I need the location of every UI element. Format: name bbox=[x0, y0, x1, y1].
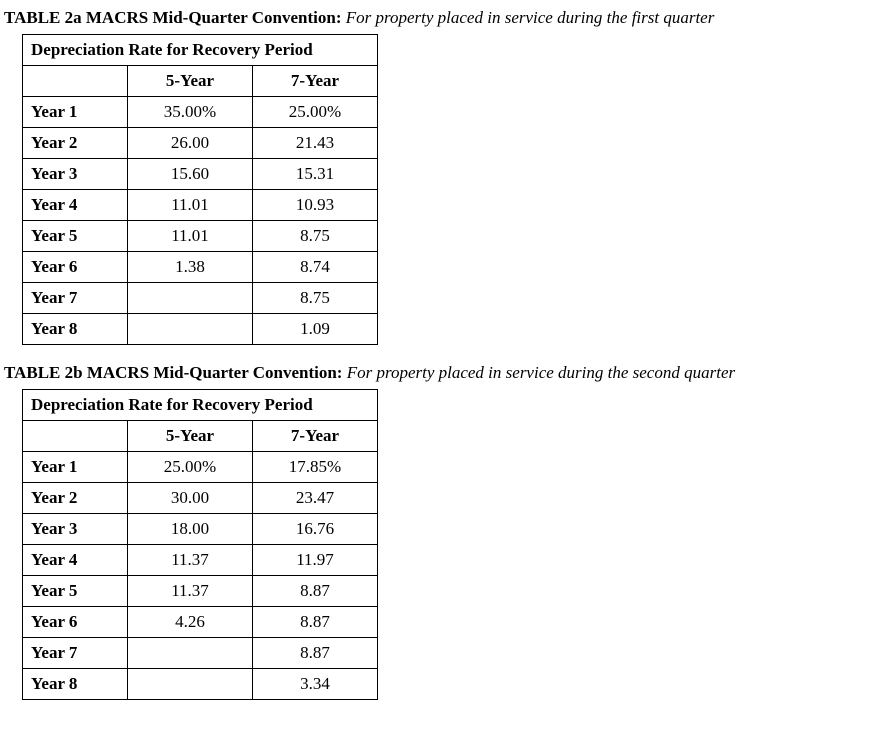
table-2b-main-header: Depreciation Rate for Recovery Period bbox=[23, 390, 378, 421]
column-header-5year: 5-Year bbox=[128, 421, 253, 452]
year-label: Year 4 bbox=[23, 190, 128, 221]
table-row: Depreciation Rate for Recovery Period bbox=[23, 35, 378, 66]
cell-value: 8.87 bbox=[253, 576, 378, 607]
cell-value: 25.00% bbox=[128, 452, 253, 483]
year-label: Year 1 bbox=[23, 97, 128, 128]
cell-value: 17.85% bbox=[253, 452, 378, 483]
table-row: 5-Year 7-Year bbox=[23, 66, 378, 97]
cell-value: 4.26 bbox=[128, 607, 253, 638]
year-label: Year 2 bbox=[23, 483, 128, 514]
cell-value: 18.00 bbox=[128, 514, 253, 545]
table-row: Year 1 35.00% 25.00% bbox=[23, 97, 378, 128]
column-header-year bbox=[23, 66, 128, 97]
table-row: Year 5 11.37 8.87 bbox=[23, 576, 378, 607]
table-2b: Depreciation Rate for Recovery Period 5-… bbox=[22, 389, 378, 700]
cell-value bbox=[128, 638, 253, 669]
column-header-7year: 7-Year bbox=[253, 421, 378, 452]
cell-value: 15.60 bbox=[128, 159, 253, 190]
table-row: Year 8 1.09 bbox=[23, 314, 378, 345]
table-row: Year 3 15.60 15.31 bbox=[23, 159, 378, 190]
cell-value: 15.31 bbox=[253, 159, 378, 190]
table-2b-title-bold: TABLE 2b MACRS Mid-Quarter Convention: bbox=[4, 363, 347, 382]
cell-value: 23.47 bbox=[253, 483, 378, 514]
table-row: Year 7 8.87 bbox=[23, 638, 378, 669]
table-row: Year 1 25.00% 17.85% bbox=[23, 452, 378, 483]
cell-value bbox=[128, 314, 253, 345]
table-2b-title: TABLE 2b MACRS Mid-Quarter Convention: F… bbox=[4, 363, 883, 383]
cell-value: 8.75 bbox=[253, 283, 378, 314]
year-label: Year 2 bbox=[23, 128, 128, 159]
cell-value: 1.38 bbox=[128, 252, 253, 283]
cell-value: 8.75 bbox=[253, 221, 378, 252]
table-row: Year 2 26.00 21.43 bbox=[23, 128, 378, 159]
cell-value: 11.01 bbox=[128, 221, 253, 252]
table-2a-title-bold: TABLE 2a MACRS Mid-Quarter Convention: bbox=[4, 8, 346, 27]
cell-value: 8.74 bbox=[253, 252, 378, 283]
year-label: Year 8 bbox=[23, 314, 128, 345]
table-row: Year 6 1.38 8.74 bbox=[23, 252, 378, 283]
year-label: Year 7 bbox=[23, 283, 128, 314]
table-row: Year 7 8.75 bbox=[23, 283, 378, 314]
year-label: Year 6 bbox=[23, 607, 128, 638]
cell-value: 21.43 bbox=[253, 128, 378, 159]
cell-value: 26.00 bbox=[128, 128, 253, 159]
cell-value: 30.00 bbox=[128, 483, 253, 514]
year-label: Year 4 bbox=[23, 545, 128, 576]
table-row: Depreciation Rate for Recovery Period bbox=[23, 390, 378, 421]
cell-value: 25.00% bbox=[253, 97, 378, 128]
cell-value bbox=[128, 669, 253, 700]
table-row: Year 3 18.00 16.76 bbox=[23, 514, 378, 545]
cell-value: 35.00% bbox=[128, 97, 253, 128]
cell-value: 3.34 bbox=[253, 669, 378, 700]
table-2b-title-italic: For property placed in service during th… bbox=[347, 363, 735, 382]
table-2a-main-header: Depreciation Rate for Recovery Period bbox=[23, 35, 378, 66]
table-row: Year 6 4.26 8.87 bbox=[23, 607, 378, 638]
table-row: 5-Year 7-Year bbox=[23, 421, 378, 452]
cell-value: 8.87 bbox=[253, 638, 378, 669]
year-label: Year 3 bbox=[23, 514, 128, 545]
cell-value: 11.01 bbox=[128, 190, 253, 221]
table-2a-title: TABLE 2a MACRS Mid-Quarter Convention: F… bbox=[4, 8, 883, 28]
table-2a-title-italic: For property placed in service during th… bbox=[346, 8, 715, 27]
cell-value: 1.09 bbox=[253, 314, 378, 345]
cell-value: 8.87 bbox=[253, 607, 378, 638]
cell-value: 10.93 bbox=[253, 190, 378, 221]
year-label: Year 5 bbox=[23, 221, 128, 252]
column-header-year bbox=[23, 421, 128, 452]
table-row: Year 2 30.00 23.47 bbox=[23, 483, 378, 514]
column-header-7year: 7-Year bbox=[253, 66, 378, 97]
table-2a: Depreciation Rate for Recovery Period 5-… bbox=[22, 34, 378, 345]
year-label: Year 5 bbox=[23, 576, 128, 607]
year-label: Year 1 bbox=[23, 452, 128, 483]
year-label: Year 8 bbox=[23, 669, 128, 700]
table-row: Year 5 11.01 8.75 bbox=[23, 221, 378, 252]
cell-value: 16.76 bbox=[253, 514, 378, 545]
table-row: Year 8 3.34 bbox=[23, 669, 378, 700]
column-header-5year: 5-Year bbox=[128, 66, 253, 97]
cell-value: 11.37 bbox=[128, 545, 253, 576]
cell-value bbox=[128, 283, 253, 314]
cell-value: 11.37 bbox=[128, 576, 253, 607]
year-label: Year 6 bbox=[23, 252, 128, 283]
table-row: Year 4 11.01 10.93 bbox=[23, 190, 378, 221]
year-label: Year 3 bbox=[23, 159, 128, 190]
year-label: Year 7 bbox=[23, 638, 128, 669]
cell-value: 11.97 bbox=[253, 545, 378, 576]
table-row: Year 4 11.37 11.97 bbox=[23, 545, 378, 576]
